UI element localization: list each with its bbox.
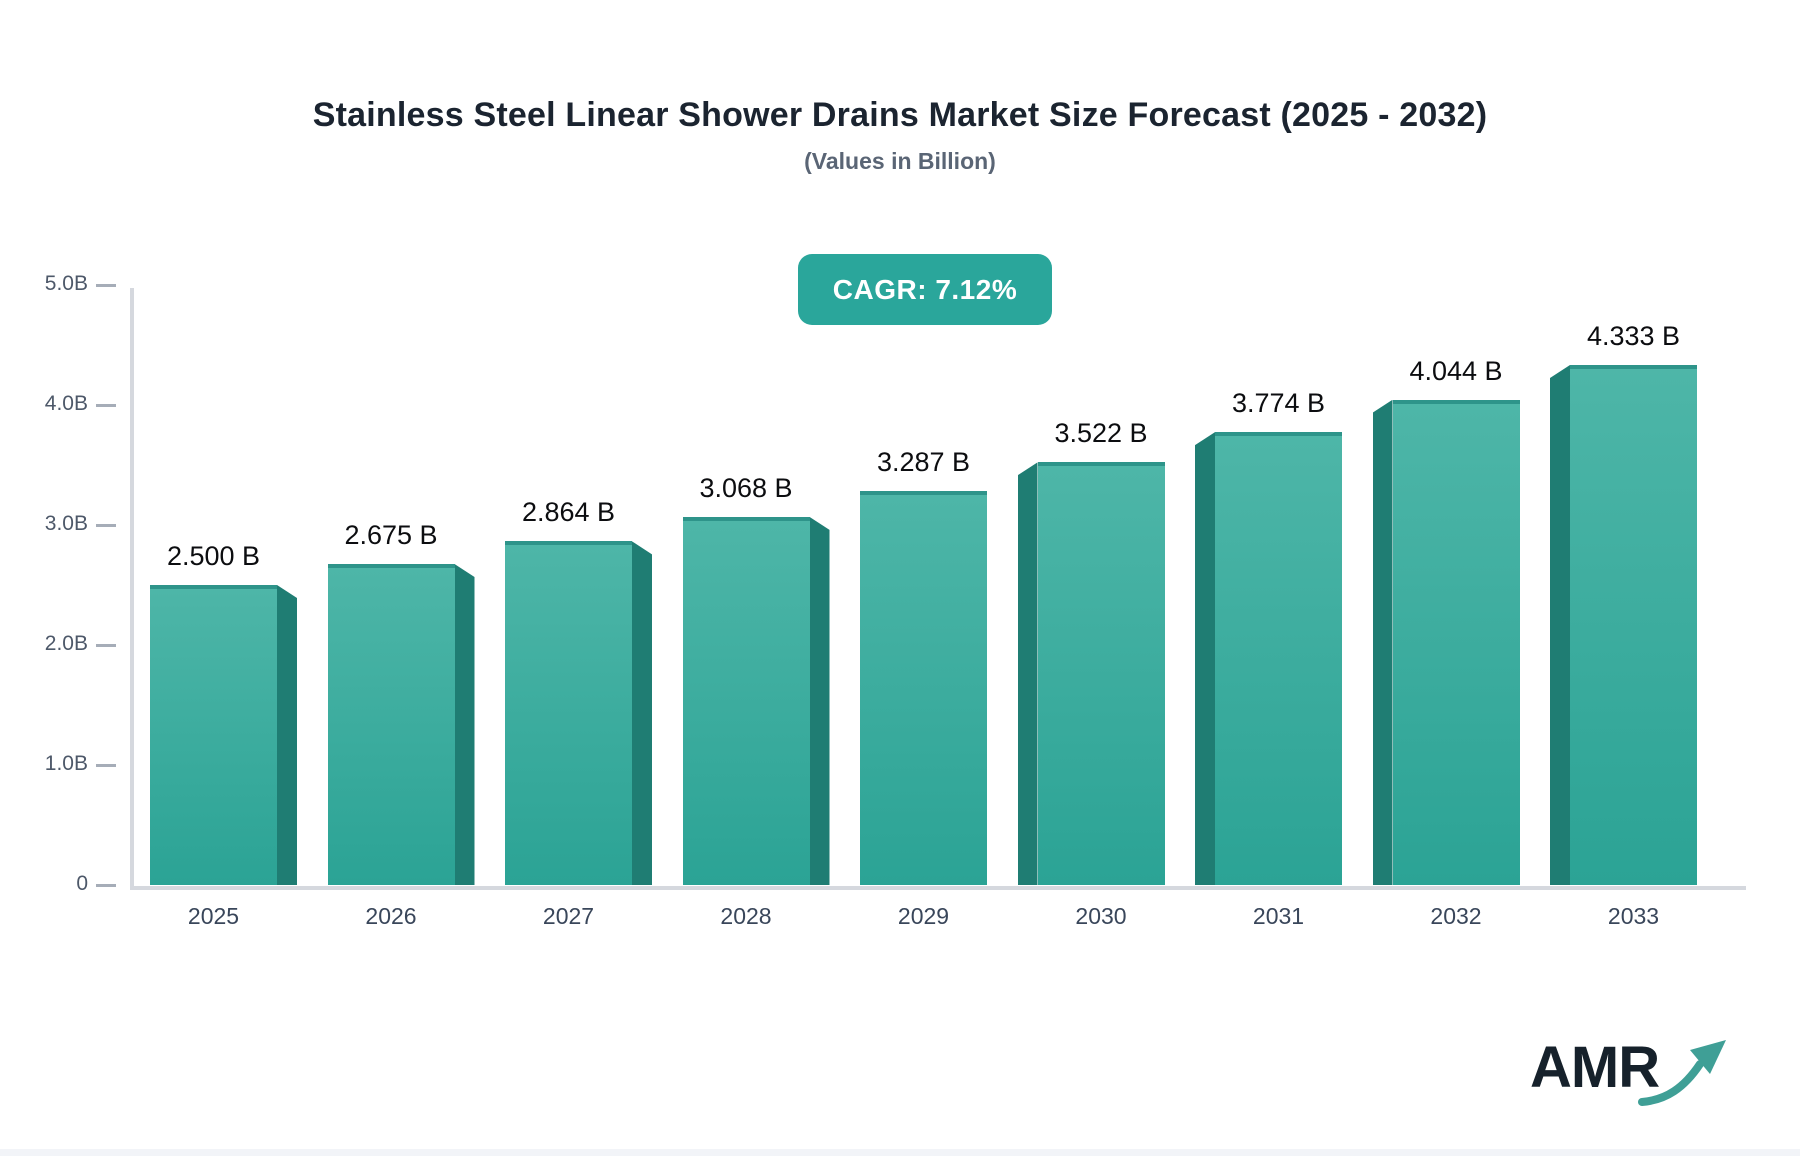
y-axis-label: 4.0B — [44, 392, 88, 415]
y-axis-tick — [96, 643, 116, 647]
y-axis-tick — [96, 283, 116, 287]
bar-2029 — [860, 490, 987, 885]
bar-2033 — [1550, 365, 1697, 885]
bar-value-label: 3.774 B — [1231, 388, 1326, 419]
y-axis-label: 2.0B — [44, 632, 88, 655]
bar-front-face — [1570, 365, 1697, 885]
bar-value-label: 2.500 B — [166, 541, 261, 571]
y-axis-label: 1.0B — [44, 752, 88, 775]
bar-top-edge — [150, 585, 277, 589]
chart-title: Stainless Steel Linear Shower Drains Mar… — [312, 96, 1488, 134]
bar-2032 — [1372, 399, 1520, 885]
x-axis-label: 2032 — [1430, 903, 1482, 929]
bar-top-edge — [860, 490, 987, 495]
bar-front-face — [1215, 432, 1342, 885]
bar-2025 — [150, 585, 297, 885]
bar-value-label: 3.522 B — [1054, 418, 1148, 449]
bar-side-face — [277, 585, 297, 885]
bar-top-edge — [682, 516, 810, 521]
bar-top-edge — [1392, 399, 1520, 404]
cagr-badge-label: CAGR: 7.12% — [832, 273, 1018, 305]
bar-side-face — [632, 541, 652, 885]
bar-2026 — [327, 564, 475, 885]
y-axis-label: 0 — [76, 872, 88, 895]
x-axis-label: 2027 — [542, 903, 595, 929]
bar-front-face — [1037, 462, 1165, 885]
x-axis-label: 2030 — [1075, 903, 1127, 929]
x-axis-line — [130, 886, 1746, 890]
x-axis-label: 2029 — [897, 903, 950, 929]
cagr-badge: CAGR: 7.12% — [798, 254, 1052, 325]
bar-2031 — [1195, 432, 1342, 885]
y-axis-line — [130, 288, 134, 888]
bar-value-label: 2.675 B — [344, 520, 438, 550]
bar-value-label: 2.864 B — [521, 497, 616, 528]
bar-side-face — [1550, 365, 1570, 885]
bar-top-edge — [1570, 365, 1697, 370]
y-axis-label: 3.0B — [44, 512, 88, 535]
bar-side-face — [1372, 399, 1393, 885]
bar-value-label: 3.068 B — [699, 472, 793, 503]
y-axis-tick — [96, 523, 116, 527]
x-axis-label: 2033 — [1607, 903, 1660, 929]
bar-top-edge — [1215, 432, 1342, 437]
x-axis-label: 2026 — [365, 903, 417, 929]
bar-top-edge — [505, 541, 632, 546]
page-bottom-edge — [0, 1149, 1800, 1156]
bar-front-face — [1392, 399, 1520, 885]
y-axis-tick — [96, 763, 116, 767]
x-axis-label: 2031 — [1252, 903, 1305, 929]
bar-value-label: 3.287 B — [876, 446, 971, 477]
bar-front-face — [682, 516, 810, 885]
bar-front-face — [505, 541, 632, 885]
y-axis-tick — [96, 403, 116, 407]
bar-2028 — [682, 516, 830, 885]
x-axis-label: 2028 — [720, 903, 772, 929]
bar-top-edge — [327, 564, 455, 568]
bar-value-label: 4.044 B — [1409, 355, 1503, 386]
bar-front-face — [327, 564, 455, 885]
bar-2030 — [1017, 462, 1165, 885]
bar-side-face — [1017, 462, 1038, 885]
bar-front-face — [150, 585, 277, 885]
bar-value-label: 4.333 B — [1586, 321, 1681, 352]
growth-arrow-icon — [1638, 1040, 1726, 1106]
bar-side-face — [809, 516, 830, 885]
amr-logo: AMR — [1530, 1034, 1730, 1124]
bar-side-face — [1195, 432, 1215, 885]
bar-2027 — [505, 541, 652, 885]
bar-top-edge — [1037, 462, 1165, 467]
amr-logo-text: AMR — [1530, 1035, 1660, 1100]
bar-front-face — [860, 490, 987, 885]
x-axis-label: 2025 — [187, 903, 240, 929]
y-axis-tick — [96, 883, 116, 887]
bar-side-face — [454, 564, 475, 885]
y-axis-label: 5.0B — [44, 272, 88, 295]
chart-subtitle: (Values in Billion) — [804, 148, 996, 174]
